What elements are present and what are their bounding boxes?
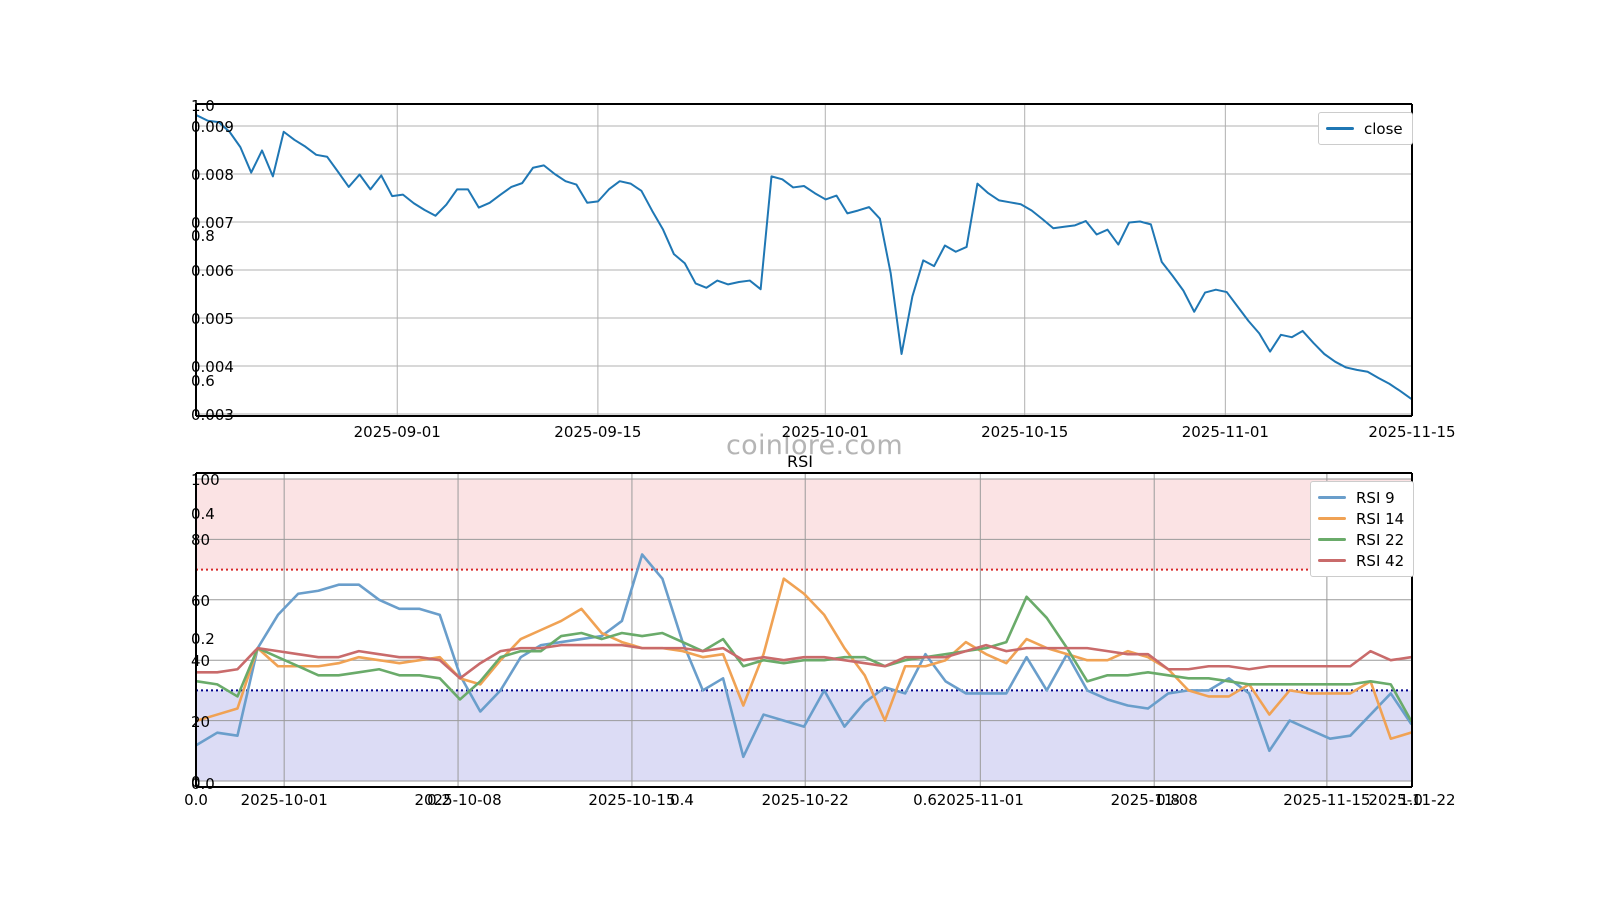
rsi-x-tick: 2025-11-22 xyxy=(1368,791,1456,809)
price-x-tick: 2025-10-01 xyxy=(781,423,869,441)
rsi-x-tick-secondary: 0.2 xyxy=(427,791,451,809)
legend-item[interactable]: RSI 22 xyxy=(1318,529,1404,550)
legend-color-swatch xyxy=(1318,496,1346,499)
legend-label: RSI 42 xyxy=(1356,551,1405,570)
rsi-x-tick: 2025-11-08 xyxy=(1110,791,1198,809)
legend-label: close xyxy=(1364,119,1403,138)
price-plot-svg xyxy=(196,104,1412,416)
price-x-tick: 2025-09-15 xyxy=(554,423,642,441)
rsi-frame-bottom xyxy=(196,786,1412,788)
rsi-x-tick: 2025-11-01 xyxy=(936,791,1024,809)
legend-color-swatch xyxy=(1318,517,1346,520)
legend-color-swatch xyxy=(1318,538,1346,541)
rsi-x-tick: 2025-10-01 xyxy=(240,791,328,809)
price-x-tick: 2025-11-01 xyxy=(1181,423,1269,441)
price-x-tick: 2025-10-15 xyxy=(981,423,1069,441)
rsi-x-tick: 2025-10-08 xyxy=(414,791,502,809)
legend-label: RSI 9 xyxy=(1356,488,1395,507)
legend-label: RSI 22 xyxy=(1356,530,1405,549)
legend-color-swatch xyxy=(1318,559,1346,562)
rsi-frame-left xyxy=(195,473,197,787)
rsi-x-tick-secondary: 0.0 xyxy=(184,791,208,809)
rsi-x-tick: 2025-10-15 xyxy=(588,791,676,809)
rsi-x-tick-secondary: 0.8 xyxy=(1156,791,1180,809)
price-frame-bottom xyxy=(196,415,1412,417)
legend-item[interactable]: RSI 9 xyxy=(1318,487,1404,508)
rsi-frame-top xyxy=(196,472,1412,474)
price-legend[interactable]: close xyxy=(1318,112,1413,145)
legend-item[interactable]: RSI 14 xyxy=(1318,508,1404,529)
price-chart-panel xyxy=(195,103,1413,417)
rsi-x-tick-secondary: 0.6 xyxy=(913,791,937,809)
rsi-x-tick-secondary: 0.4 xyxy=(670,791,694,809)
price-frame-left xyxy=(195,104,197,416)
rsi-x-tick-secondary: 1.0 xyxy=(1399,791,1423,809)
legend-label: RSI 14 xyxy=(1356,509,1405,528)
legend-item[interactable]: close xyxy=(1326,118,1403,139)
price-frame-top xyxy=(196,103,1412,105)
rsi-plot-svg xyxy=(196,473,1412,787)
watermark: coinlore.com xyxy=(726,430,903,461)
rsi-x-tick: 2025-11-15 xyxy=(1283,791,1371,809)
rsi-frame-right xyxy=(1411,473,1413,787)
legend-color-swatch xyxy=(1326,127,1354,130)
price-frame-right xyxy=(1411,104,1413,416)
rsi-chart-panel xyxy=(195,472,1413,788)
legend-item[interactable]: RSI 42 xyxy=(1318,550,1404,571)
rsi-title: RSI xyxy=(787,452,813,471)
rsi-legend[interactable]: RSI 9 RSI 14 RSI 22 RSI 42 xyxy=(1310,481,1415,577)
price-x-tick: 2025-09-01 xyxy=(353,423,441,441)
rsi-x-tick: 2025-10-22 xyxy=(761,791,849,809)
price-x-tick: 2025-11-15 xyxy=(1368,423,1456,441)
